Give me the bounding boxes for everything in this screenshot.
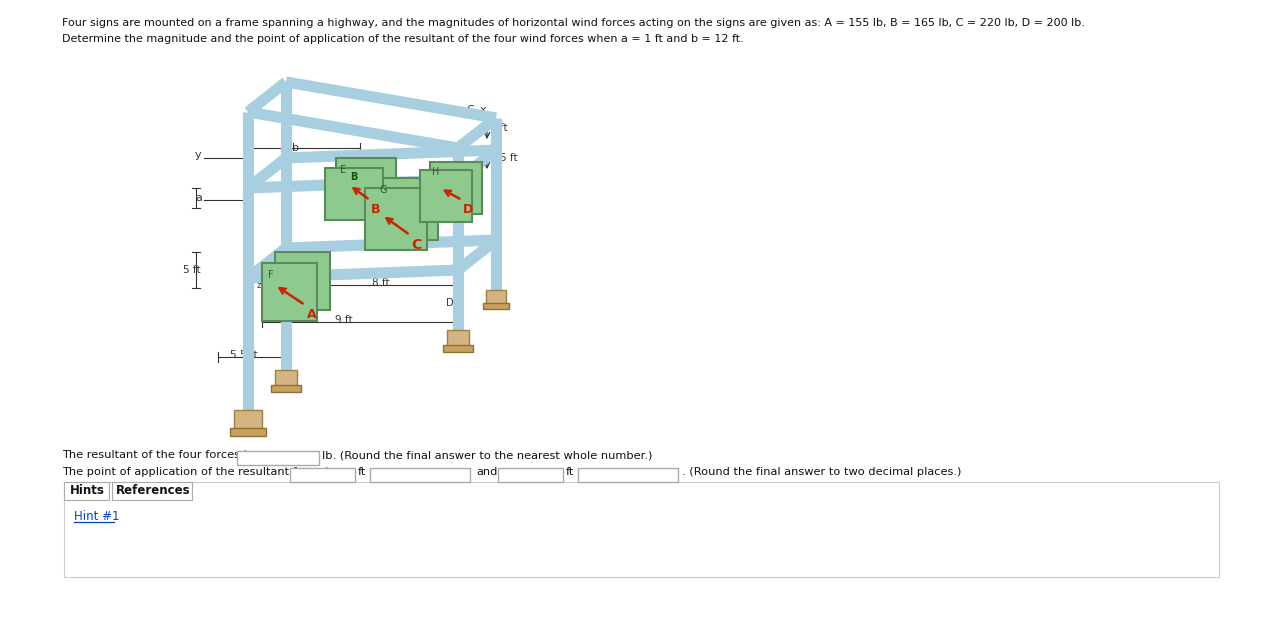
Bar <box>263 263 316 321</box>
Text: G: G <box>380 185 387 195</box>
Polygon shape <box>272 385 301 392</box>
Text: 9 ft: 9 ft <box>336 315 352 325</box>
Polygon shape <box>483 303 509 309</box>
Text: (Click to select): (Click to select) <box>374 469 455 479</box>
Bar <box>336 158 396 213</box>
Text: D: D <box>462 203 473 216</box>
Text: References: References <box>117 484 191 497</box>
Bar <box>498 468 564 482</box>
Text: lb. (Round the final answer to the nearest whole number.): lb. (Round the final answer to the neare… <box>322 450 652 460</box>
Text: a: a <box>195 193 202 203</box>
Bar <box>237 451 319 465</box>
Text: x: x <box>480 105 487 115</box>
Text: C: C <box>466 105 474 115</box>
Text: . (Round the final answer to two decimal places.): . (Round the final answer to two decimal… <box>681 467 961 477</box>
Text: B: B <box>246 274 252 284</box>
Text: B: B <box>371 203 380 216</box>
Bar <box>325 168 383 220</box>
Bar <box>377 178 438 240</box>
Polygon shape <box>234 410 263 430</box>
Bar <box>290 468 355 482</box>
Text: (Click to select): (Click to select) <box>582 469 664 479</box>
Text: ft: ft <box>357 467 366 477</box>
Text: The resultant of the four forces is: The resultant of the four forces is <box>61 450 252 460</box>
Bar <box>430 162 482 214</box>
Text: ft: ft <box>566 467 574 477</box>
Bar <box>365 188 427 250</box>
Text: The point of application of the resultant force is: The point of application of the resultan… <box>61 467 334 477</box>
Text: D: D <box>446 298 453 308</box>
Text: 3 ft: 3 ft <box>491 123 507 133</box>
Bar <box>420 170 471 222</box>
Text: ▼: ▼ <box>460 470 466 479</box>
Text: z: z <box>257 281 261 290</box>
Text: 2.5 ft: 2.5 ft <box>491 153 518 163</box>
Polygon shape <box>443 345 473 352</box>
Text: Determine the magnitude and the point of application of the resultant of the fou: Determine the magnitude and the point of… <box>61 34 744 44</box>
Text: y: y <box>195 150 201 160</box>
Text: ▼: ▼ <box>667 470 675 479</box>
Polygon shape <box>231 428 266 436</box>
Text: H: H <box>432 167 439 177</box>
Text: 5 ft: 5 ft <box>183 265 201 275</box>
Text: C: C <box>411 238 421 252</box>
Text: F: F <box>268 270 274 280</box>
Text: B: B <box>350 172 357 182</box>
Text: Hints: Hints <box>70 484 105 497</box>
Text: A: A <box>307 308 316 321</box>
Text: and: and <box>477 467 497 477</box>
Bar <box>111 482 192 500</box>
Bar <box>64 482 1220 577</box>
Text: Four signs are mounted on a frame spanning a highway, and the magnitudes of hori: Four signs are mounted on a frame spanni… <box>61 18 1085 28</box>
Bar <box>578 468 678 482</box>
Polygon shape <box>447 330 469 347</box>
Text: Hint #1: Hint #1 <box>74 510 119 523</box>
Text: E: E <box>339 165 346 175</box>
Bar <box>370 468 470 482</box>
Text: 5.5 ft: 5.5 ft <box>231 350 257 360</box>
Bar <box>64 482 109 500</box>
Text: 8 ft: 8 ft <box>371 278 389 288</box>
Polygon shape <box>275 370 297 387</box>
Bar <box>275 252 330 310</box>
Text: b: b <box>292 143 298 153</box>
Polygon shape <box>485 290 506 305</box>
